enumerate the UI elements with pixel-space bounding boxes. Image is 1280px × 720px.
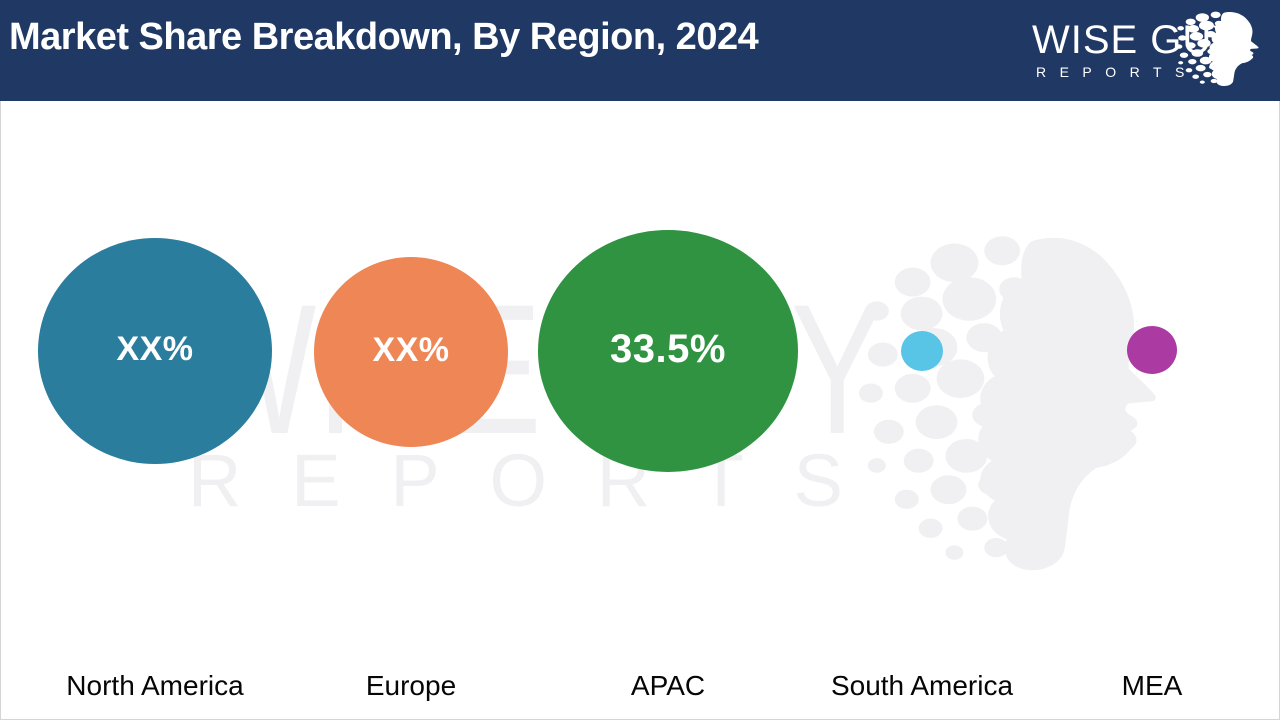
category-label-mea: MEA <box>1121 670 1183 701</box>
bubble-value-label: XX% <box>116 329 194 368</box>
page-title: Market Share Breakdown, By Region, 2024 <box>9 16 759 58</box>
wiseguy-face-icon <box>1175 11 1259 87</box>
watermark-face-icon <box>858 236 1156 571</box>
wiseguy-logo: WISE GUY REPORTS <box>1032 10 1274 88</box>
bubble-south-america <box>901 331 943 371</box>
bubble-europe: XX% <box>314 257 508 447</box>
logo-subtitle: REPORTS <box>1035 63 1198 80</box>
category-label-europe: Europe <box>365 670 457 701</box>
bubble-north-america: XX% <box>38 238 272 464</box>
bubble-apac: 33.5% <box>538 230 798 472</box>
chart-area: WISE GUY REPORTS XX% XX% 33.5% North Ame… <box>0 101 1280 720</box>
category-label-south-america: South America <box>830 670 1014 701</box>
category-label-north-america: North America <box>66 670 244 701</box>
bubble-value-label: 33.5% <box>610 326 726 371</box>
header-bar: Market Share Breakdown, By Region, 2024 … <box>0 0 1280 101</box>
category-label-apac: APAC <box>630 670 706 701</box>
bubble-value-label: XX% <box>372 330 450 369</box>
bubble-mea <box>1127 326 1177 374</box>
